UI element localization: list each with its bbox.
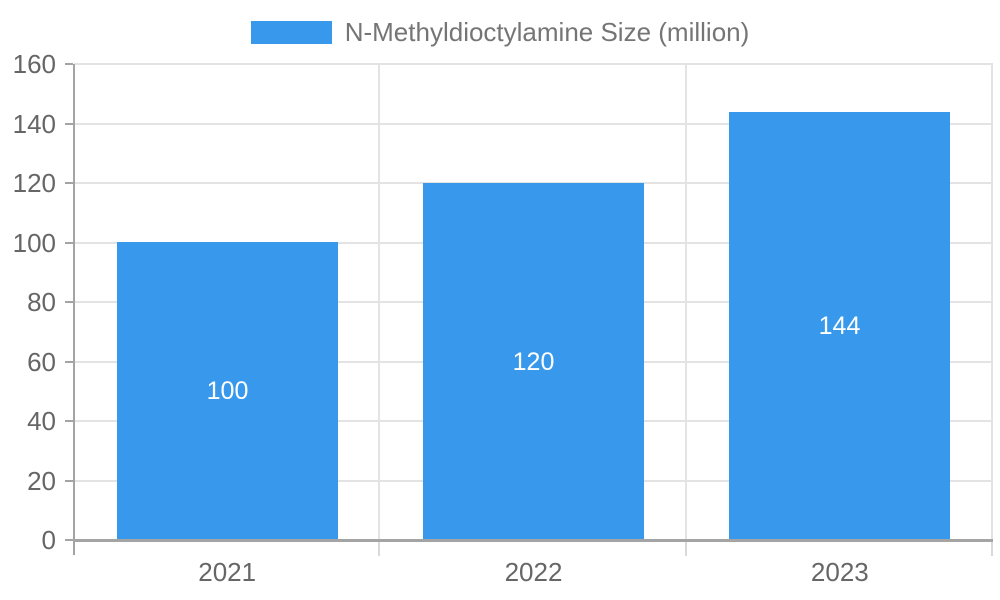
gridline-vertical — [684, 64, 687, 540]
y-tick-label: 160 — [12, 49, 56, 79]
y-tick-label: 20 — [27, 465, 56, 496]
y-tick-label: 40 — [27, 406, 56, 436]
y-tick-label: 120 — [12, 168, 56, 198]
gridline-horizontal — [74, 122, 993, 125]
x-tick-label: 2022 — [504, 557, 563, 587]
y-axis-tick — [65, 539, 73, 541]
y-axis-tick — [65, 241, 73, 244]
y-axis-tick — [65, 301, 73, 303]
y-axis-tick — [65, 360, 73, 363]
legend-swatch-icon — [250, 20, 332, 44]
y-tick-label: 80 — [27, 287, 56, 317]
gridline-vertical — [991, 64, 993, 540]
y-axis-tick — [65, 182, 73, 184]
bar-value-label: 144 — [818, 312, 861, 340]
bar-2022[interactable] — [423, 183, 644, 540]
y-axis-tick — [65, 420, 73, 422]
x-axis-tick — [684, 542, 687, 556]
x-axis-tick — [991, 542, 993, 556]
x-axis-tick — [378, 542, 381, 556]
legend-label: N-Methyldioctylamine Size (million) — [344, 17, 750, 47]
plot-area: 100 120 144 — [74, 63, 993, 540]
bar-value-label: 120 — [512, 347, 555, 376]
x-tick-label: 2023 — [810, 557, 869, 587]
y-axis-line — [73, 64, 75, 555]
bar-2023[interactable] — [729, 112, 950, 540]
y-tick-label: 140 — [12, 108, 56, 139]
x-tick-label: 2021 — [198, 557, 257, 587]
y-axis-tick — [65, 63, 73, 65]
y-axis-tick — [65, 122, 73, 125]
y-tick-label: 0 — [41, 525, 56, 555]
chart-legend[interactable]: N-Methyldioctylamine Size (million) — [0, 18, 1000, 46]
y-tick-label: 100 — [12, 227, 56, 258]
gridline-vertical — [378, 64, 381, 540]
gridline-horizontal — [74, 63, 993, 65]
x-axis-line — [73, 539, 993, 542]
bar-value-label: 100 — [206, 377, 249, 405]
y-axis-tick — [65, 479, 73, 482]
bars: 100 120 144 — [74, 64, 993, 540]
bar-2021[interactable] — [117, 242, 338, 540]
y-tick-label: 60 — [27, 346, 56, 377]
